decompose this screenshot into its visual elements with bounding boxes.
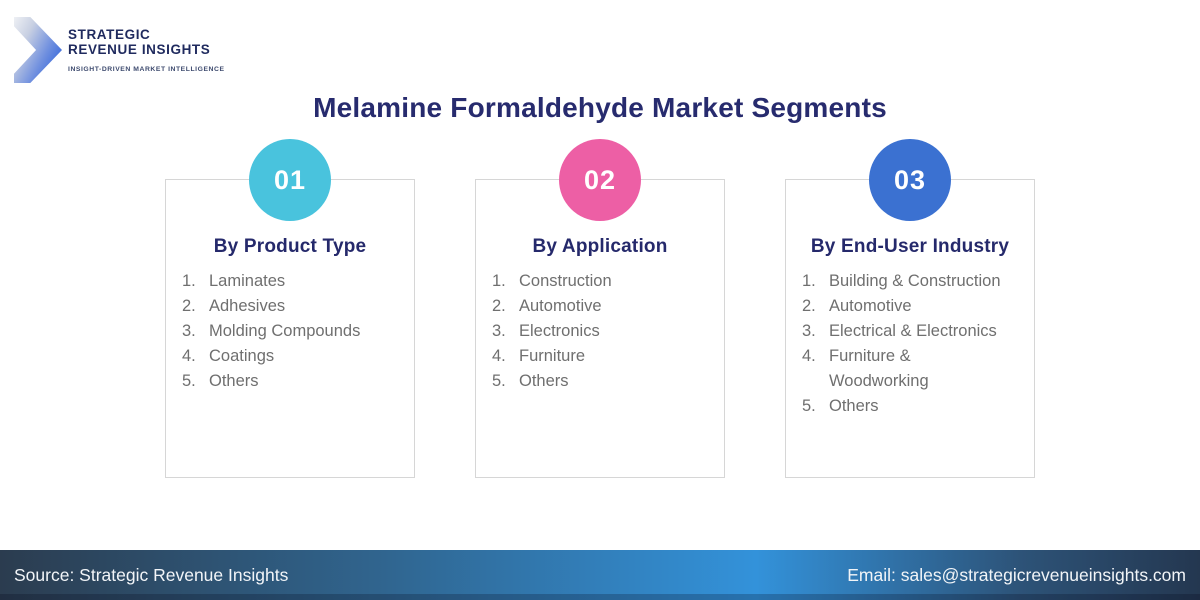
item-number: 2. bbox=[802, 297, 816, 315]
item-text: Others bbox=[829, 397, 879, 415]
list-item: 2. Automotive bbox=[492, 294, 714, 319]
card-number-badge: 03 bbox=[869, 139, 951, 221]
item-text: Others bbox=[209, 372, 259, 390]
item-number: 5. bbox=[182, 372, 196, 390]
item-number: 4. bbox=[802, 347, 816, 365]
item-number: 2. bbox=[182, 297, 196, 315]
card-title: By Application bbox=[532, 236, 668, 257]
list-item: 2. Automotive bbox=[802, 294, 1024, 319]
list-item: 1. Laminates bbox=[182, 269, 404, 294]
list-item: 5. Others bbox=[802, 394, 1024, 419]
card-title: By End-User Industry bbox=[810, 236, 1010, 257]
list-item: 4. Furniture bbox=[492, 344, 714, 369]
list-item: 3. Electrical & Electronics bbox=[802, 319, 1024, 344]
item-text: Furniture bbox=[519, 347, 586, 365]
page-title: Melamine Formaldehyde Market Segments bbox=[313, 92, 887, 123]
item-text: Coatings bbox=[209, 347, 275, 365]
card-number-badge: 01 bbox=[249, 139, 331, 221]
card-title: By Product Type bbox=[213, 236, 367, 257]
item-text: Automotive bbox=[519, 297, 602, 315]
list-item: 1. Construction bbox=[492, 269, 714, 294]
card-product-type: 01 By Product Type 1. Laminates 2. Adhesiv… bbox=[165, 139, 415, 478]
item-text: Electronics bbox=[519, 322, 600, 340]
list-item: 5. Others bbox=[492, 369, 714, 394]
list-item: 1. Building & Construction bbox=[802, 269, 1024, 294]
list-item: 5. Others bbox=[182, 369, 404, 394]
item-number: 1. bbox=[182, 272, 196, 290]
list-item: 3. Electronics bbox=[492, 319, 714, 344]
list-item: 3. Molding Compounds bbox=[182, 319, 404, 344]
item-number: 1. bbox=[802, 272, 816, 290]
item-number: 1. bbox=[492, 272, 506, 290]
footer-email: Email: sales@strategicrevenueinsights.co… bbox=[847, 564, 1186, 585]
list-item: 2. Adhesives bbox=[182, 294, 404, 319]
card-end-user-industry: 03 By End-User Industry 1. Building & Con… bbox=[785, 139, 1035, 478]
segment-cards: 01 By Product Type 1. Laminates 2. Adhesiv… bbox=[0, 139, 1200, 478]
item-number: 3. bbox=[802, 322, 816, 340]
item-text: Building & Construction bbox=[829, 272, 1001, 290]
brand-name-line2: REVENUE INSIGHTS bbox=[68, 42, 211, 57]
item-text: Furniture & Woodworking bbox=[829, 347, 929, 390]
segment-list: 1. Building & Construction 2. Automotive 3… bbox=[786, 269, 1034, 419]
item-text: Construction bbox=[519, 272, 612, 290]
item-number: 4. bbox=[182, 347, 196, 365]
segment-list: 1. Construction 2. Automotive 3. Electronic… bbox=[476, 269, 724, 394]
item-text: Adhesives bbox=[209, 297, 286, 315]
brand-name-line1: STRATEGIC bbox=[68, 27, 151, 42]
brand-tagline: INSIGHT-DRIVEN MARKET INTELLIGENCE bbox=[68, 66, 225, 73]
item-text: Molding Compounds bbox=[209, 322, 361, 340]
card-application: 02 By Application 1. Construction 2. Autom… bbox=[475, 139, 725, 478]
item-number: 3. bbox=[182, 322, 196, 340]
item-number: 2. bbox=[492, 297, 506, 315]
item-text: Automotive bbox=[829, 297, 912, 315]
chevron-arrow-icon bbox=[14, 17, 62, 83]
item-text: Electrical & Electronics bbox=[829, 322, 997, 340]
segment-list: 1. Laminates 2. Adhesives 3. Molding Compou… bbox=[166, 269, 414, 394]
list-item: 4. Coatings bbox=[182, 344, 404, 369]
item-number: 5. bbox=[492, 372, 506, 390]
item-text: Laminates bbox=[209, 272, 286, 290]
card-number-badge: 02 bbox=[559, 139, 641, 221]
footer-source: Source: Strategic Revenue Insights bbox=[14, 564, 289, 585]
item-number: 5. bbox=[802, 397, 816, 415]
brand-text: STRATEGIC REVENUE INSIGHTS INSIGHT-DRIVE… bbox=[68, 17, 225, 73]
brand-logo: STRATEGIC REVENUE INSIGHTS INSIGHT-DRIVE… bbox=[14, 17, 225, 83]
list-item: 4. Furniture & Woodworking bbox=[802, 344, 1024, 394]
item-number: 4. bbox=[492, 347, 506, 365]
item-text: Others bbox=[519, 372, 569, 390]
footer-bar: Source: Strategic Revenue Insights Email… bbox=[0, 550, 1200, 600]
item-number: 3. bbox=[492, 322, 506, 340]
